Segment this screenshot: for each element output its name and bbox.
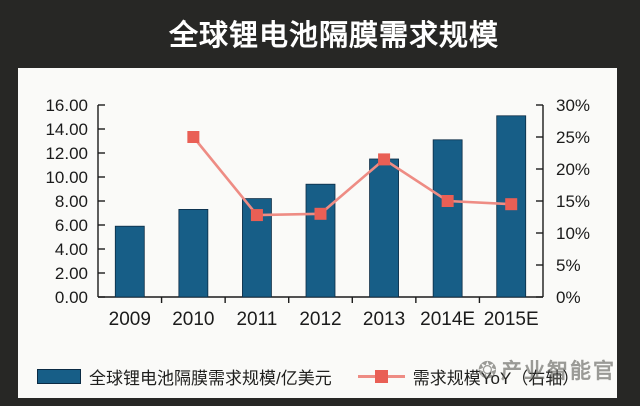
legend-bar-label: 全球锂电池隔膜需求规模/亿美元 — [89, 369, 332, 388]
x-axis-category-label: 2011 — [236, 309, 277, 330]
yoy-marker-2014E — [441, 195, 454, 207]
legend-bar-swatch-icon — [37, 369, 81, 384]
watermark-logo-icon: ❂ — [477, 356, 497, 383]
right-axis-tick-label: 0% — [556, 288, 581, 307]
bar-2012 — [305, 183, 336, 298]
chart-canvas: 0.00 2.00 4.00 6.00 8.00 10.00 12.00 14.00 16.00… — [45, 96, 590, 330]
title-bar: 全球锂电池隔膜需求规模 — [0, 0, 640, 66]
yoy-marker-2011 — [250, 209, 263, 222]
left-axis-tick-label: 6.00 — [55, 216, 88, 235]
x-axis-category-label: 2013 — [363, 309, 405, 330]
yoy-marker-2010 — [187, 131, 200, 143]
x-axis-category-label: 2014E — [420, 309, 475, 330]
left-axis-tick-label: 8.00 — [55, 192, 88, 211]
x-axis-category-label: 2015E — [484, 309, 539, 330]
yoy-marker-2015E — [505, 198, 518, 211]
left-axis-tick-label: 2.00 — [55, 264, 88, 283]
right-axis-tick-label: 25% — [556, 128, 590, 147]
watermark-text: 产业智能官 — [501, 360, 616, 383]
right-axis-tick-label: 30% — [556, 96, 590, 115]
left-axis-tick-label: 10.00 — [45, 168, 88, 187]
yoy-marker-2013 — [378, 153, 391, 166]
right-axis-tick-label: 15% — [556, 192, 590, 211]
yoy-line — [192, 136, 512, 217]
x-axis-category-label: 2009 — [109, 309, 151, 330]
left-axis-tick-label: 0.00 — [55, 288, 88, 307]
chart-legend: 全球锂电池隔膜需求规模/亿美元 需求规模YoY（右轴） — [37, 364, 579, 389]
x-axis-category-label: 2010 — [172, 309, 214, 330]
bar-2009 — [114, 225, 145, 298]
yoy-marker-2012 — [314, 207, 327, 220]
bar-2010 — [178, 208, 209, 298]
left-axis-tick-label: 12.00 — [45, 144, 88, 163]
legend-line-label: 需求规模YoY（右轴） — [412, 369, 580, 388]
right-axis-tick-label: 5% — [556, 256, 581, 275]
legend-line-swatch-icon — [357, 370, 405, 383]
right-axis-tick-label: 10% — [556, 224, 590, 243]
chart-panel: 0.00 2.00 4.00 6.00 8.00 10.00 12.00 14.00 16.00… — [18, 68, 617, 398]
legend-line-marker-icon — [374, 370, 388, 383]
left-axis-tick-label: 4.00 — [55, 240, 88, 259]
bar-2013 — [369, 158, 399, 298]
watermark: ❂ 产业智能官 — [478, 355, 616, 385]
left-axis-tick-label: 16.00 — [45, 96, 88, 115]
right-axis-tick-label: 20% — [556, 160, 590, 179]
left-axis-tick-label: 14.00 — [45, 120, 88, 139]
x-axis-category-label: 2012 — [299, 309, 341, 330]
bar-2014E — [432, 139, 463, 298]
page-title: 全球锂电池隔膜需求规模 — [168, 20, 499, 52]
